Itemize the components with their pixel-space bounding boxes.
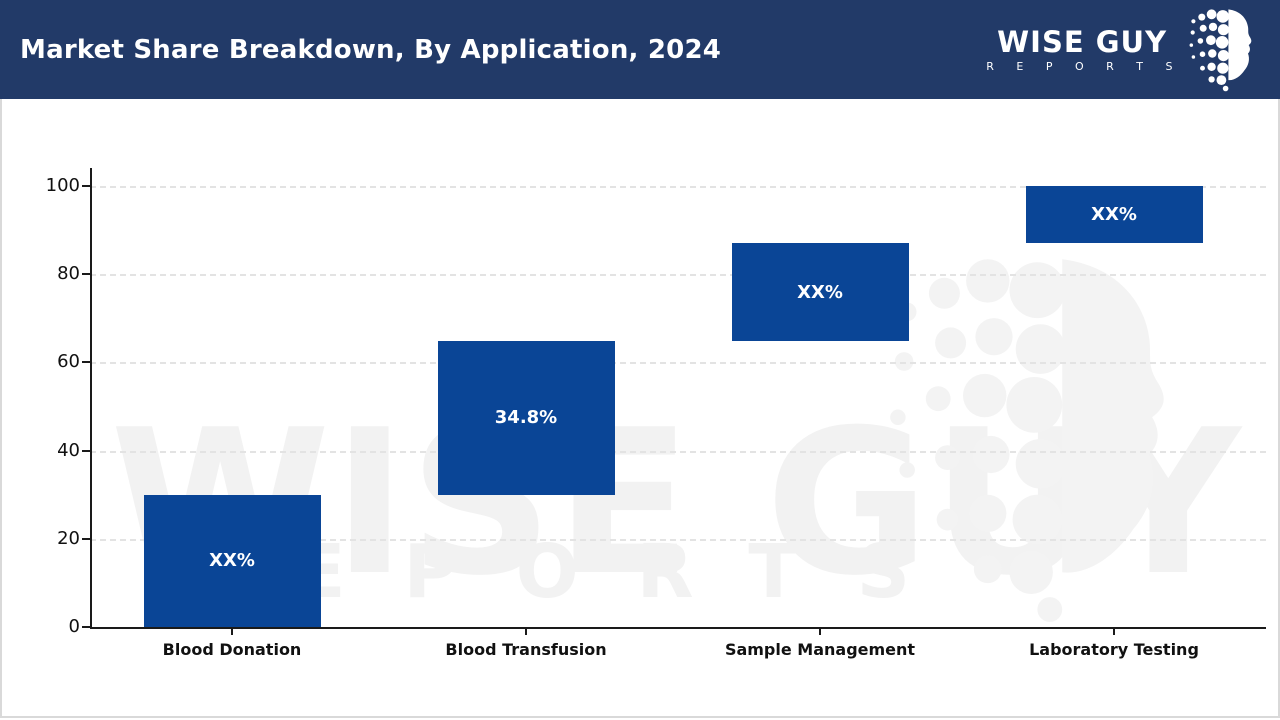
bar-label-blood-transfusion: 34.8% — [494, 407, 558, 429]
gridline-100 — [90, 186, 1266, 188]
y-tick-label-100: 100 — [45, 175, 80, 196]
gridline-60 — [90, 362, 1266, 365]
gridline-40 — [90, 450, 1266, 453]
bar-label-blood-donation: XX% — [209, 550, 255, 572]
bar-blood-donation: XX% — [143, 494, 321, 627]
y-tick-100 — [82, 185, 90, 187]
bar-blood-transfusion: 34.8% — [437, 341, 615, 495]
y-tick-label-0: 0 — [68, 616, 80, 637]
x-tick-laboratory-testing — [1113, 627, 1115, 635]
logo-text: WISE GUY R E P O R T S — [982, 24, 1182, 73]
y-axis — [90, 168, 92, 629]
watermark-head-icon — [890, 259, 1164, 622]
x-category-label-laboratory-testing: Laboratory Testing — [1029, 640, 1199, 659]
y-tick-40 — [82, 449, 90, 452]
x-axis — [90, 627, 1266, 629]
x-category-label-blood-transfusion: Blood Transfusion — [445, 640, 607, 659]
wiseguy-head-icon — [1189, 8, 1252, 91]
header: Market Share Breakdown, By Application, … — [0, 0, 1280, 99]
logo-subtext: R E P O R T S — [986, 59, 1182, 73]
y-tick-0 — [82, 626, 90, 628]
bar-label-sample-management: XX% — [797, 281, 843, 303]
y-tick-20 — [82, 537, 90, 540]
y-tick-80 — [82, 273, 90, 276]
x-category-label-sample-management: Sample Management — [724, 640, 916, 659]
bar-label-laboratory-testing: XX% — [1091, 204, 1137, 226]
gridline-20 — [90, 538, 1266, 541]
x-tick-blood-donation — [231, 627, 233, 635]
x-tick-sample-management — [819, 627, 821, 635]
logo-wordmark: WISE GUY — [997, 24, 1168, 59]
x-category-label-blood-donation: Blood Donation — [162, 640, 302, 659]
chart-canvas: WISE GUY REPORTS 0 20 40 60 80 100 XX% Blood Do… — [0, 99, 1280, 718]
y-tick-60 — [82, 361, 90, 364]
y-tick-label-40: 40 — [57, 439, 80, 461]
bar-laboratory-testing: XX% — [1025, 186, 1203, 244]
bar-sample-management: XX% — [731, 243, 909, 342]
gridline-80 — [90, 274, 1266, 277]
y-tick-label-20: 20 — [57, 527, 80, 549]
y-tick-label-60: 60 — [57, 351, 80, 373]
wiseguy-logo: WISE GUY R E P O R T S — [982, 8, 1262, 92]
page-title: Market Share Breakdown, By Application, … — [20, 34, 722, 65]
y-tick-label-80: 80 — [57, 263, 80, 285]
x-tick-blood-transfusion — [525, 627, 527, 635]
